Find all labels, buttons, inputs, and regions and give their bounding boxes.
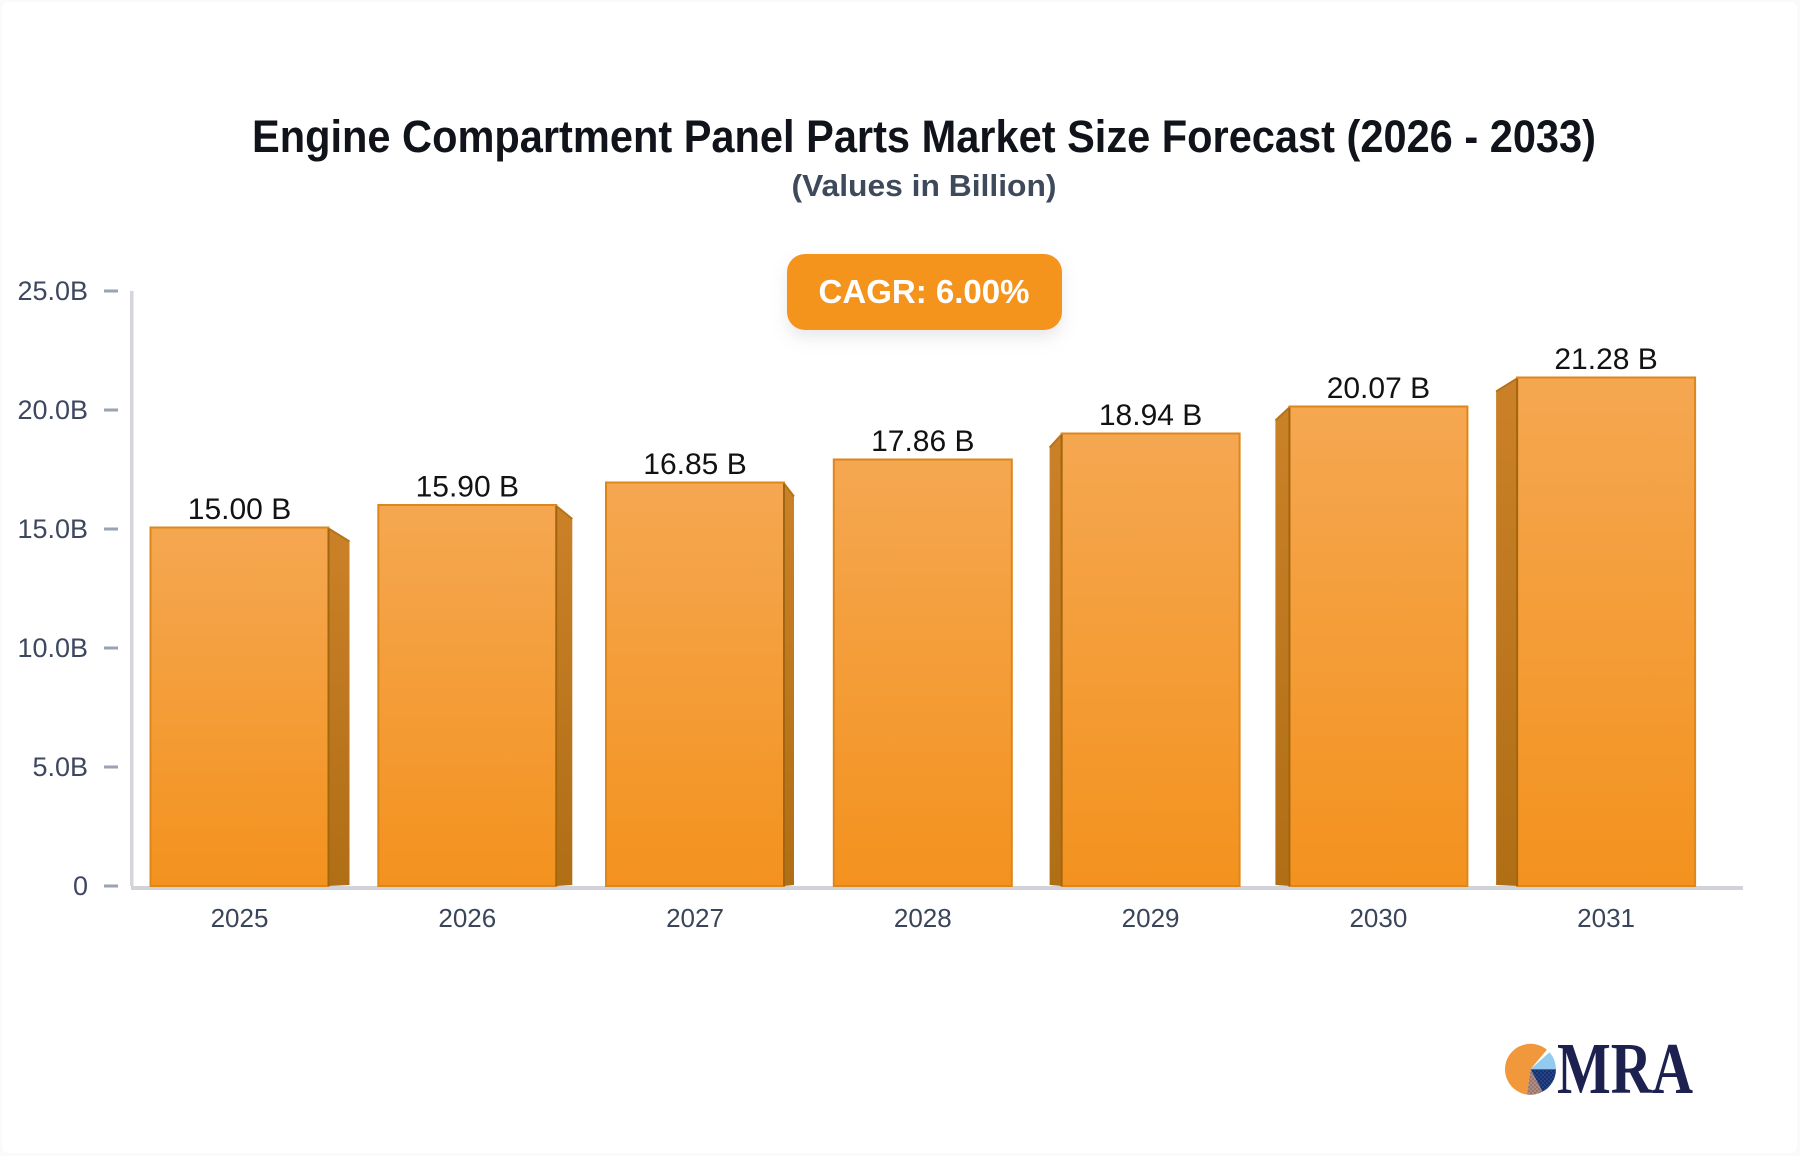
svg-text:MRA: MRA <box>1557 1028 1693 1109</box>
svg-text:15.0B: 15.0B <box>17 514 88 544</box>
svg-text:20.0B: 20.0B <box>17 395 88 425</box>
svg-text:(Values in Billion): (Values in Billion) <box>792 168 1057 203</box>
svg-text:21.28 B: 21.28 B <box>1554 343 1657 376</box>
svg-text:17.86 B: 17.86 B <box>871 425 974 458</box>
svg-text:18.94 B: 18.94 B <box>1099 399 1202 432</box>
svg-text:20.07 B: 20.07 B <box>1327 372 1430 405</box>
svg-text:15.90 B: 15.90 B <box>416 471 519 504</box>
svg-text:2025: 2025 <box>211 903 269 933</box>
svg-text:2026: 2026 <box>438 903 496 933</box>
svg-text:Engine Compartment Panel Parts: Engine Compartment Panel Parts Market Si… <box>252 111 1596 162</box>
svg-text:2027: 2027 <box>666 903 724 933</box>
svg-text:CAGR: 6.00%: CAGR: 6.00% <box>819 273 1030 310</box>
svg-text:10.0B: 10.0B <box>17 633 88 663</box>
svg-text:5.0B: 5.0B <box>32 752 88 782</box>
svg-text:0: 0 <box>73 871 88 901</box>
svg-text:25.0B: 25.0B <box>17 276 88 306</box>
svg-text:16.85 B: 16.85 B <box>643 448 746 481</box>
svg-text:2031: 2031 <box>1577 903 1635 933</box>
svg-text:2029: 2029 <box>1122 903 1180 933</box>
svg-text:15.00 B: 15.00 B <box>188 493 291 526</box>
svg-text:2030: 2030 <box>1349 903 1407 933</box>
svg-text:2028: 2028 <box>894 903 952 933</box>
